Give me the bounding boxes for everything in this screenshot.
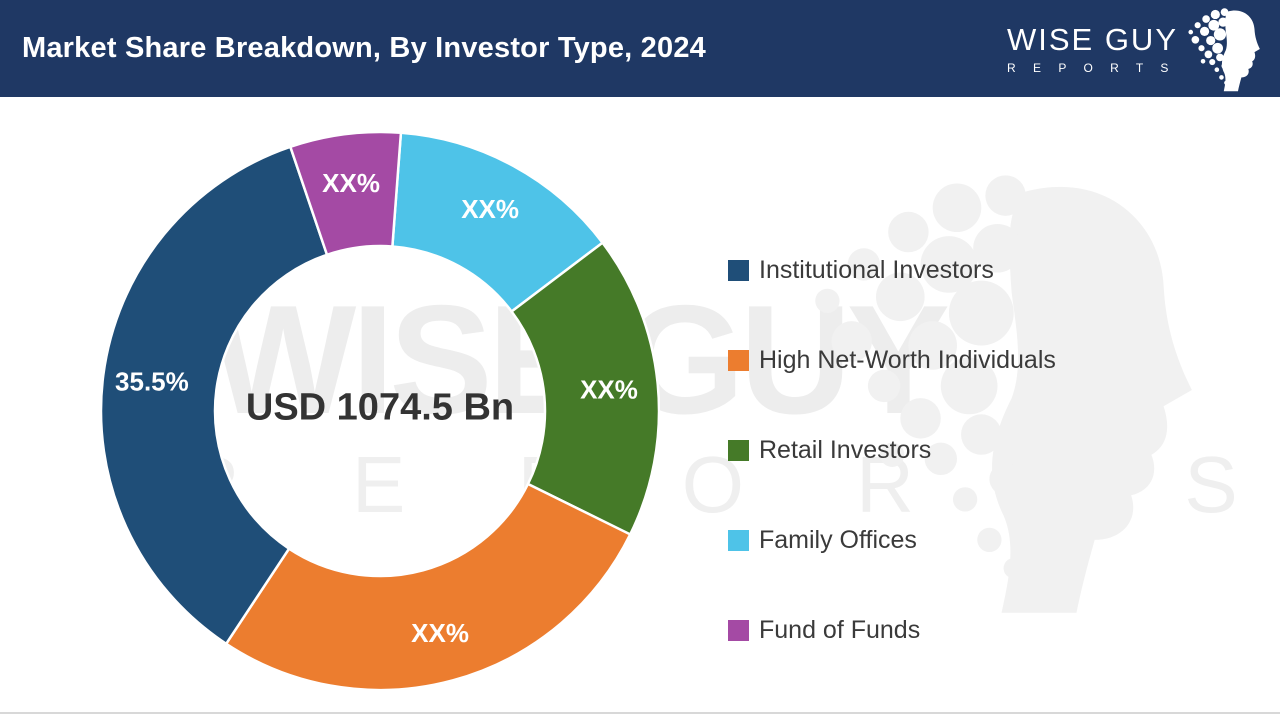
- legend-item-institutional: Institutional Investors: [728, 256, 1056, 284]
- slice-value-label-family: XX%: [461, 194, 519, 224]
- legend-item-hnw: High Net-Worth Individuals: [728, 346, 1056, 374]
- donut-slice-institutional: [100, 145, 329, 646]
- watermark-head-logo: [815, 175, 1192, 613]
- slice-value-label-fund_of_funds: XX%: [322, 168, 380, 198]
- slice-value-label-retail: XX%: [580, 374, 638, 404]
- logo-reports-label: R E P O R T S: [1006, 60, 1176, 75]
- legend-label-retail: Retail Investors: [759, 435, 932, 464]
- wise-guy-reports-logo: WISE GUY R E P O R T S: [1007, 6, 1262, 92]
- logo-text: WISE GUY R E P O R T S: [1007, 24, 1178, 74]
- legend-item-retail: Retail Investors: [728, 436, 1056, 464]
- watermark-head-shape: [815, 175, 1192, 613]
- legend-item-family-offices: Family Offices: [728, 526, 1056, 554]
- slice-value-label-institutional: 35.5%: [115, 367, 189, 397]
- donut-chart: XX% XX% XX% 35.5% XX%: [100, 131, 660, 691]
- legend-label-institutional: Institutional Investors: [759, 255, 994, 284]
- legend-swatch-fund-of-funds: [728, 619, 749, 641]
- legend-swatch-hnw: [728, 349, 749, 371]
- legend-swatch-retail: [728, 439, 749, 461]
- chart-legend: Institutional Investors High Net-Worth I…: [728, 256, 1056, 706]
- header-bar: Market Share Breakdown, By Investor Type…: [0, 0, 1280, 97]
- legend-label-hnw: High Net-Worth Individuals: [759, 345, 1056, 374]
- slice-value-label-hnw: XX%: [411, 618, 469, 648]
- legend-label-family-offices: Family Offices: [759, 525, 917, 554]
- page-title: Market Share Breakdown, By Investor Type…: [22, 32, 706, 64]
- legend-swatch-family-offices: [728, 529, 749, 551]
- donut-slice-hnw: [224, 482, 632, 691]
- legend-label-fund-of-funds: Fund of Funds: [759, 615, 921, 644]
- legend-swatch-institutional: [728, 259, 749, 281]
- chart-center-value: USD 1074.5 Bn: [245, 386, 515, 429]
- logo-head-icon: [1188, 7, 1260, 91]
- logo-wiseguy-label: WISE GUY: [1006, 21, 1178, 57]
- donut-slice-retail: [510, 241, 660, 536]
- donut-slice-fund_of_funds: [289, 131, 403, 256]
- bottom-divider: [0, 712, 1280, 714]
- legend-item-fund-of-funds: Fund of Funds: [728, 616, 1056, 644]
